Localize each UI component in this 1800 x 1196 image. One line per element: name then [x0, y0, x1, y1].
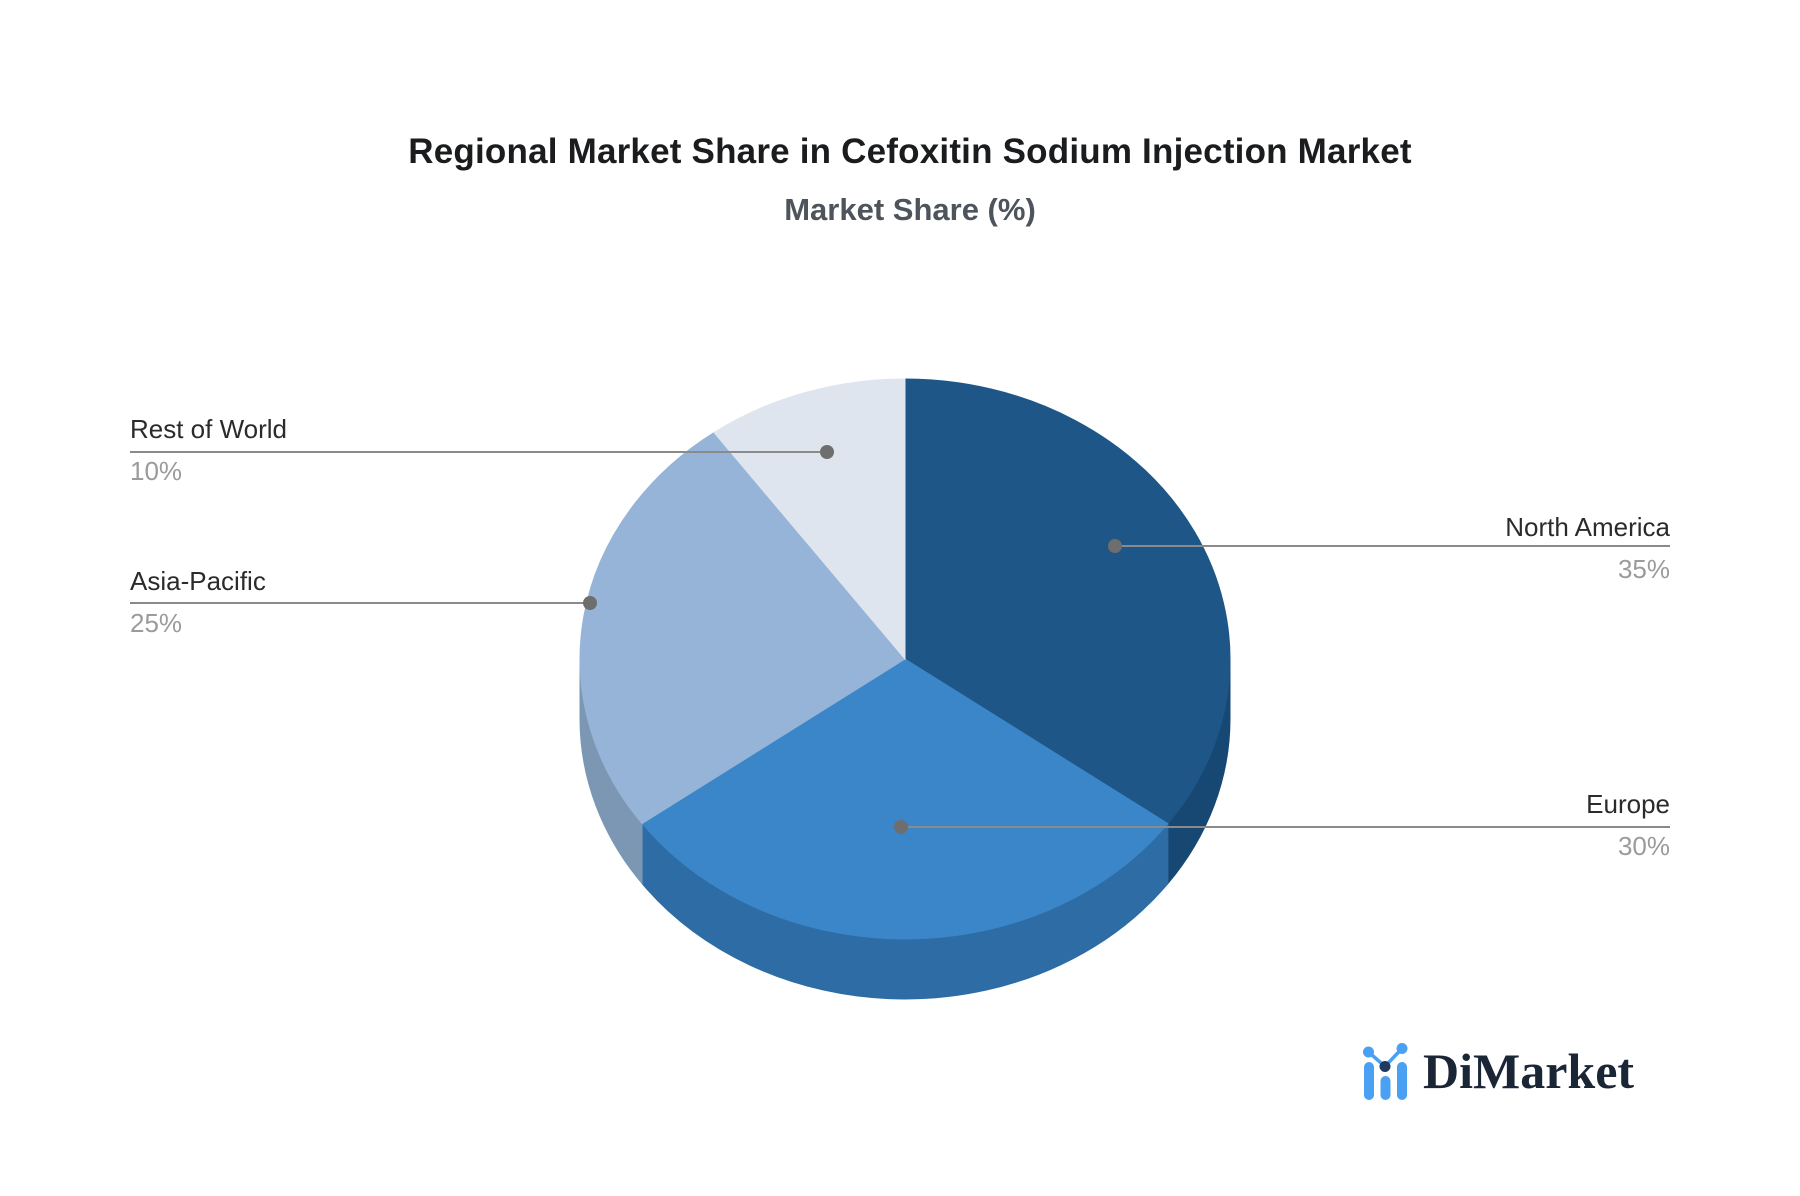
- callout-rest-of-world: Rest of World 10%: [130, 414, 287, 486]
- callout-north-america: North America 35%: [1505, 512, 1670, 584]
- chart-title: Regional Market Share in Cefoxitin Sodiu…: [408, 132, 1412, 171]
- pie-slice-asia-pacific[interactable]: [579, 431, 906, 825]
- bar-chart-sparkline-icon: [1363, 1043, 1408, 1100]
- callout-label: Asia-Pacific: [130, 566, 266, 596]
- pie-slice-north-america[interactable]: [904, 378, 1231, 825]
- logo-dot: [1363, 1046, 1374, 1058]
- logo-dot-dark: [1379, 1061, 1391, 1072]
- callout-value: 25%: [130, 608, 183, 638]
- logo-bar: [1380, 1076, 1391, 1100]
- logo-bar: [1364, 1062, 1374, 1100]
- callout-asia-pacific: Asia-Pacific 25%: [130, 566, 266, 638]
- callout-label: Europe: [1586, 789, 1670, 819]
- pie-slice-europe[interactable]: [641, 658, 1169, 940]
- logo-dot: [1396, 1043, 1408, 1054]
- logo-bar: [1397, 1062, 1407, 1100]
- pie-slice-rest-of-world[interactable]: [713, 378, 906, 661]
- callout-value: 10%: [130, 456, 183, 486]
- dimarket-logo: DiMarket: [1363, 1042, 1634, 1100]
- callout-europe: Europe 30%: [1586, 789, 1670, 861]
- callout-value: 35%: [1617, 554, 1670, 584]
- chart-subtitle: Market Share (%): [784, 192, 1036, 227]
- callout-value: 30%: [1617, 831, 1670, 861]
- dimarket-logo-text: DiMarket: [1423, 1043, 1635, 1099]
- leader-dot-asia-pacific: [583, 596, 597, 610]
- leader-dot-rest-of-world: [820, 445, 834, 459]
- callout-label: Rest of World: [130, 414, 288, 444]
- callout-label: North America: [1505, 512, 1670, 542]
- leader-dot-north-america: [1108, 539, 1122, 553]
- leader-dot-europe: [894, 820, 908, 834]
